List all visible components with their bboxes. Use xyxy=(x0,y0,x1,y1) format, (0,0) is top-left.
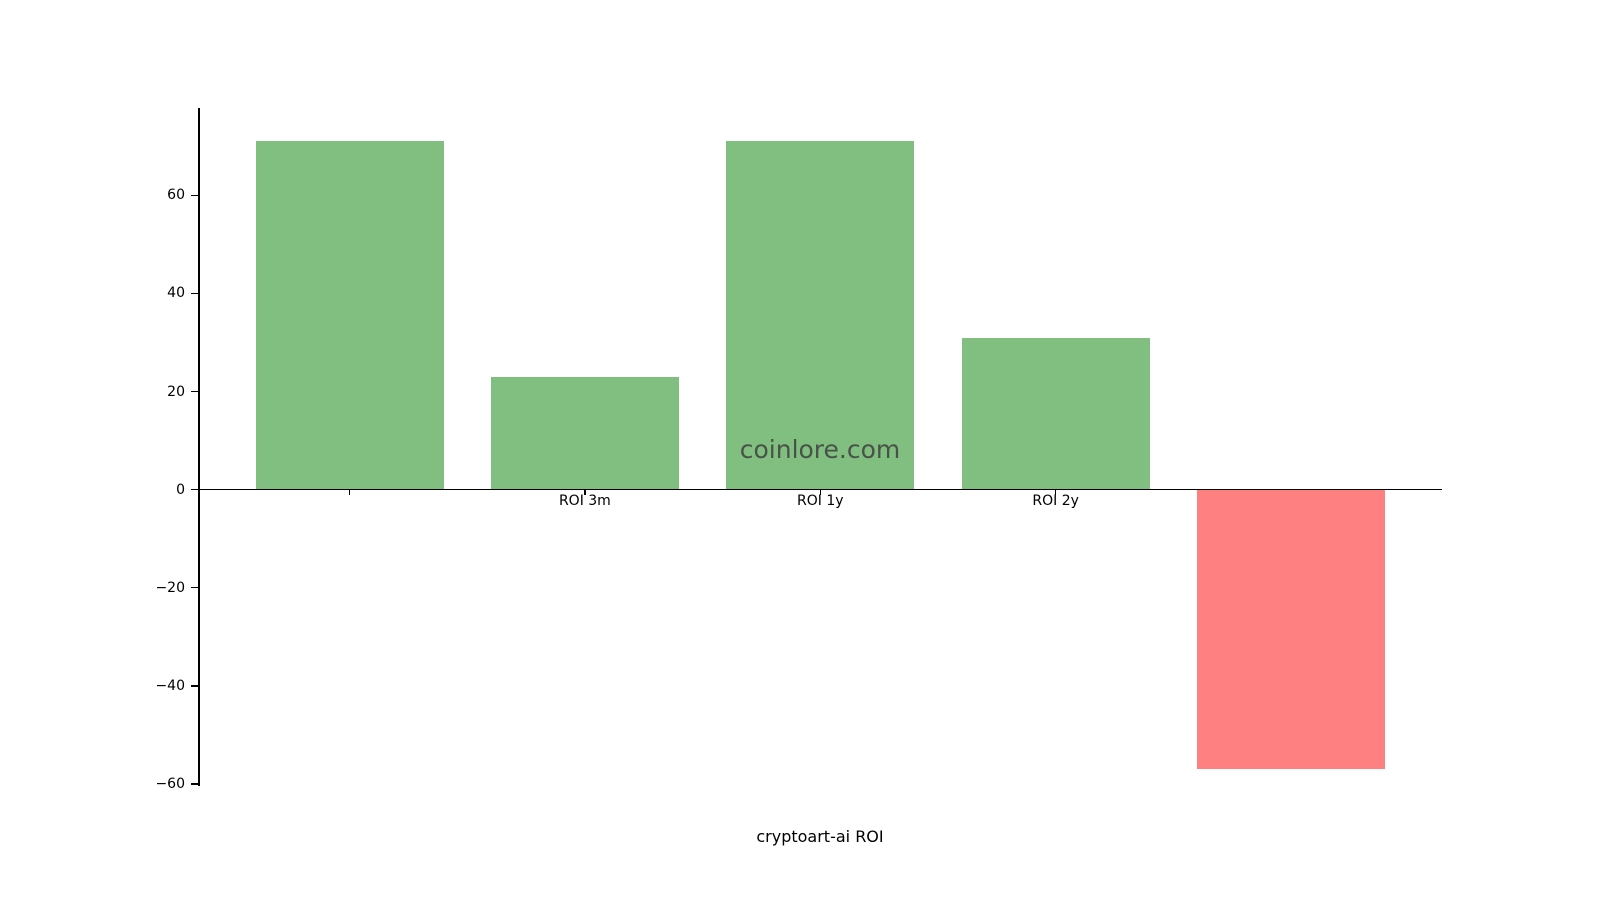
y-tick-label: −40 xyxy=(155,677,185,694)
y-tick-label: −60 xyxy=(155,776,185,793)
y-tick-label: 40 xyxy=(167,285,185,302)
x-tick-label: ROI 3m xyxy=(558,492,611,509)
y-tick-mark xyxy=(191,587,198,589)
x-tick-label: ROI 2y xyxy=(1032,492,1079,509)
y-tick-mark xyxy=(191,292,198,295)
watermark-text: coinlore.com xyxy=(739,435,901,464)
x-tick-mark xyxy=(819,489,821,495)
y-tick-mark xyxy=(191,194,198,197)
y-tick-mark xyxy=(191,783,198,785)
roi-bar xyxy=(490,376,679,490)
chart-title: cryptoart-ai ROI xyxy=(756,827,884,846)
roi-bar xyxy=(255,141,444,490)
y-tick-label: −20 xyxy=(155,579,185,596)
y-tick-label: 20 xyxy=(167,383,185,400)
y-tick-mark xyxy=(191,390,198,393)
roi-bar xyxy=(961,337,1150,490)
y-tick-mark xyxy=(191,488,198,491)
x-tick-mark xyxy=(1055,489,1057,495)
x-tick-mark xyxy=(348,489,351,495)
roi-bar xyxy=(726,141,915,490)
y-axis-spine xyxy=(198,108,200,786)
roi-bar xyxy=(1197,489,1386,770)
y-tick-label: 60 xyxy=(167,187,185,204)
y-tick-label: 0 xyxy=(176,481,185,498)
x-tick-mark xyxy=(584,489,586,495)
y-tick-mark xyxy=(191,685,198,687)
x-tick-label: ROI 1y xyxy=(797,492,844,509)
